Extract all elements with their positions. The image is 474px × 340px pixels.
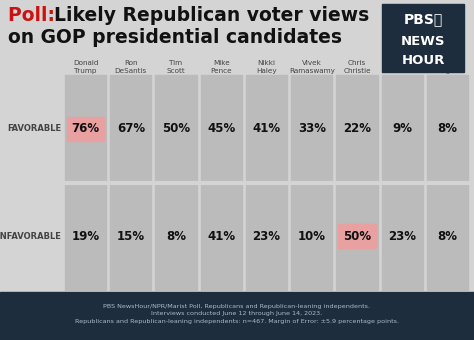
Text: HOUR: HOUR (401, 54, 445, 67)
Text: 50%: 50% (343, 230, 371, 243)
Text: PBSⓄ: PBSⓄ (403, 12, 443, 26)
Text: 67%: 67% (117, 122, 145, 135)
Bar (246, 75, 287, 290)
Text: Asa
Hutchinson: Asa Hutchinson (382, 60, 422, 74)
Text: 41%: 41% (207, 230, 235, 243)
Text: 45%: 45% (207, 122, 236, 135)
Bar (155, 75, 197, 290)
Bar (65, 75, 106, 290)
Bar (337, 75, 378, 290)
Text: NEWS: NEWS (401, 35, 445, 48)
Text: 8%: 8% (438, 122, 457, 135)
Bar (110, 75, 152, 290)
Text: 23%: 23% (253, 230, 281, 243)
Text: 10%: 10% (298, 230, 326, 243)
Bar (291, 75, 332, 290)
Text: 9%: 9% (392, 122, 412, 135)
Text: Doug
Burgum: Doug Burgum (433, 60, 462, 74)
Text: Mike
Pence: Mike Pence (210, 60, 232, 74)
Text: FAVORABLE: FAVORABLE (7, 124, 61, 133)
Text: 15%: 15% (117, 230, 145, 243)
Text: Donald
Trump: Donald Trump (73, 60, 99, 74)
Bar (427, 75, 468, 290)
Bar (0, 292, 474, 340)
Text: 8%: 8% (166, 230, 186, 243)
Text: on GOP presidential candidates: on GOP presidential candidates (8, 28, 342, 47)
Text: 22%: 22% (343, 122, 371, 135)
Text: 19%: 19% (72, 230, 100, 243)
Text: Ron
DeSantis: Ron DeSantis (115, 60, 147, 74)
Text: Vivek
Ramaswamy: Vivek Ramaswamy (289, 60, 335, 74)
Text: 41%: 41% (253, 122, 281, 135)
Bar (67, 117, 104, 141)
Bar (201, 75, 242, 290)
Text: 8%: 8% (438, 230, 457, 243)
Text: UNFAVORABLE: UNFAVORABLE (0, 232, 61, 241)
Bar (382, 4, 464, 72)
Text: Likely Republican voter views: Likely Republican voter views (54, 6, 369, 25)
Text: Tim
Scott: Tim Scott (167, 60, 185, 74)
Text: 33%: 33% (298, 122, 326, 135)
Text: 50%: 50% (162, 122, 190, 135)
Text: 23%: 23% (388, 230, 416, 243)
Bar (382, 75, 423, 290)
Text: Chris
Christie: Chris Christie (343, 60, 371, 74)
Text: Nikki
Haley: Nikki Haley (256, 60, 277, 74)
Bar (338, 224, 375, 248)
Text: Poll:: Poll: (8, 6, 62, 25)
Text: 76%: 76% (72, 122, 100, 135)
Text: PBS NewsHour/NPR/Marist Poll, Republicans and Republican-leaning independents.
I: PBS NewsHour/NPR/Marist Poll, Republican… (75, 304, 399, 324)
